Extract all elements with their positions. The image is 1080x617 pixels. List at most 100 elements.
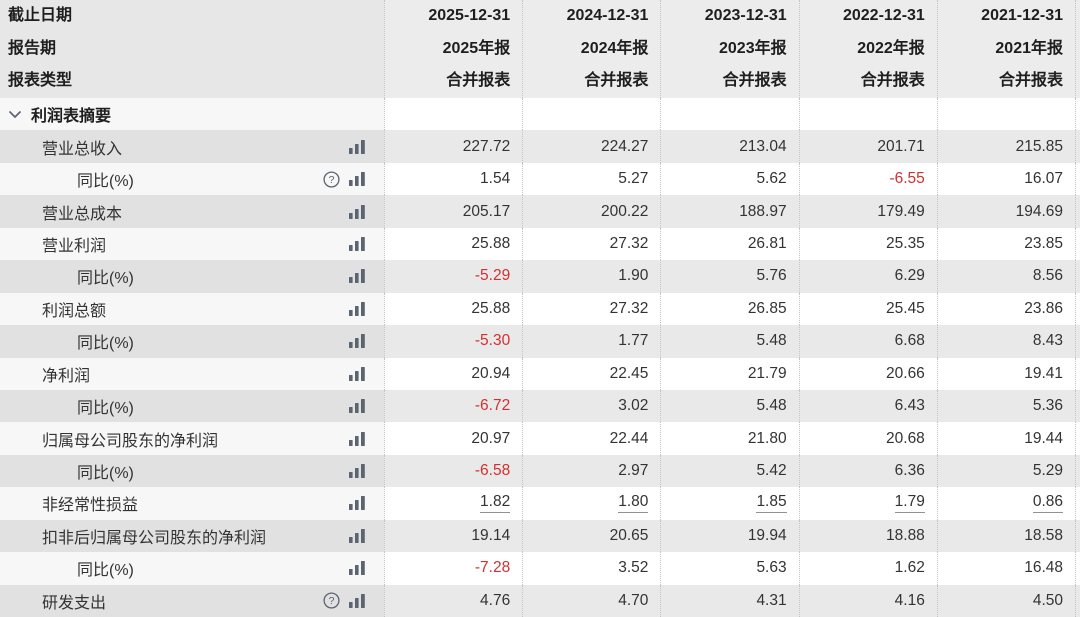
row-icons: [349, 204, 384, 219]
cell-value: 22.44: [609, 429, 649, 447]
value-cell: 20.65: [522, 519, 660, 553]
value-cell: 4.76: [384, 584, 522, 617]
row-label-cell: 归属母公司股东的净利润: [0, 422, 384, 454]
bar-chart-icon[interactable]: [349, 139, 366, 154]
bar-chart-icon[interactable]: [349, 172, 366, 187]
cell-value[interactable]: 1.80: [618, 493, 649, 514]
bar-chart-icon[interactable]: [349, 301, 366, 316]
cell-value: 2.97: [618, 462, 649, 480]
help-icon[interactable]: ?: [323, 592, 340, 609]
right-gutter: [1075, 260, 1080, 293]
cell-value: 194.69: [1015, 202, 1064, 220]
cell-value: 6.36: [894, 462, 925, 480]
header-label-end-date: 截止日期: [8, 7, 73, 24]
row-label-cell: 利润总额: [0, 293, 384, 325]
value-cell: 5.48: [660, 389, 798, 423]
cell-value: 6.29: [894, 267, 925, 285]
row-label: 净利润: [42, 367, 91, 385]
cell-value[interactable]: 1.82: [480, 493, 511, 514]
bar-chart-icon[interactable]: [349, 561, 366, 576]
cell-value[interactable]: 1.79: [894, 493, 925, 514]
cell-value[interactable]: 1.85: [756, 493, 787, 514]
table-row: 营业总收入 227.72 224.27 213.04 201.71 215.85: [0, 130, 1080, 163]
cell-value: 19.41: [1024, 364, 1064, 382]
row-label: 利润总额: [42, 302, 107, 320]
header-label-report-type: 报表类型: [8, 72, 73, 90]
cell-value: 26.81: [747, 234, 787, 252]
cell-value: 5.36: [1032, 397, 1064, 415]
value-cell: -6.58: [384, 454, 522, 488]
value-cell: 215.85: [936, 130, 1075, 163]
cell-value: 1.62: [894, 559, 925, 577]
bar-chart-icon[interactable]: [349, 496, 366, 511]
cell-value: 3.02: [618, 397, 649, 415]
value-cell: 23.86: [936, 292, 1075, 326]
right-gutter: [1075, 292, 1080, 326]
table-row: 研发支出? 4.76 4.70 4.31 4.16 4.50: [0, 584, 1080, 617]
row-icons: ?: [323, 592, 384, 609]
header-end-date: 2023-12-31: [704, 7, 787, 24]
row-label-cell: 研发支出?: [0, 585, 384, 617]
bar-chart-icon[interactable]: [349, 528, 366, 543]
right-gutter: [1075, 389, 1080, 423]
value-cell: 25.35: [798, 227, 937, 261]
value-cell: 25.88: [384, 292, 522, 326]
header-column: 2023-12-31 2023年报 合并报表: [660, 0, 798, 98]
bar-chart-icon[interactable]: [349, 236, 366, 251]
bar-chart-icon[interactable]: [349, 431, 366, 446]
row-icons: [349, 301, 384, 316]
row-label-cell: 扣非后归属母公司股东的净利润: [0, 520, 384, 552]
value-cell: 19.94: [660, 519, 798, 553]
bar-chart-icon[interactable]: [349, 204, 366, 219]
value-cell: 25.45: [798, 292, 937, 326]
bar-chart-icon[interactable]: [349, 269, 366, 284]
value-cell: 6.29: [798, 260, 937, 293]
cell-value: 20.68: [886, 429, 925, 447]
bar-chart-icon[interactable]: [349, 399, 366, 414]
bar-chart-icon[interactable]: [349, 334, 366, 349]
value-cell: 21.79: [660, 357, 798, 390]
cell-value: 227.72: [462, 137, 511, 155]
bar-chart-icon[interactable]: [349, 366, 366, 381]
row-label: 营业利润: [42, 237, 107, 255]
right-gutter: [1075, 227, 1080, 261]
value-cell: 26.81: [660, 227, 798, 261]
bar-chart-icon[interactable]: [349, 464, 366, 479]
cell-value: 205.17: [462, 202, 511, 220]
row-label-cell: 同比(%)?: [0, 163, 384, 195]
cell-value: 18.58: [1024, 526, 1064, 544]
row-label-cell: 营业总收入: [0, 130, 384, 162]
bar-chart-icon[interactable]: [349, 593, 366, 608]
value-cell: [798, 98, 937, 131]
row-icons: [349, 561, 384, 576]
cell-value: -6.72: [474, 397, 511, 415]
value-cell: 205.17: [384, 195, 522, 228]
value-cell: 6.68: [798, 325, 937, 358]
right-gutter: [1075, 357, 1080, 390]
value-cell: 1.82: [384, 487, 522, 520]
cell-value: 19.44: [1024, 429, 1064, 447]
right-gutter: [1075, 98, 1080, 131]
cell-value: 1.90: [618, 267, 649, 285]
right-gutter: [1075, 584, 1080, 617]
value-cell: 6.43: [798, 389, 937, 423]
value-cell: 194.69: [936, 195, 1075, 228]
cell-value: 188.97: [739, 202, 787, 220]
cell-value[interactable]: 0.86: [1032, 493, 1064, 514]
value-cell: 5.29: [936, 454, 1075, 488]
value-cell: 19.41: [936, 357, 1075, 390]
table-row: 同比(%) -5.29 1.90 5.76 6.29 8.56: [0, 260, 1080, 293]
cell-value: 25.88: [471, 234, 511, 252]
svg-text:?: ?: [329, 595, 335, 607]
chevron-down-icon[interactable]: [8, 110, 22, 119]
value-cell: [936, 98, 1075, 131]
row-label-cell: 同比(%): [0, 390, 384, 422]
header-column: 2021-12-31 2021年报 合并报表: [936, 0, 1075, 98]
row-label-cell: 同比(%): [0, 552, 384, 584]
value-cell: -5.30: [384, 325, 522, 358]
help-icon[interactable]: ?: [323, 171, 340, 188]
value-cell: 16.48: [936, 552, 1075, 585]
value-cell: 27.32: [522, 292, 660, 326]
cell-value: 16.48: [1024, 559, 1064, 577]
cell-value: 27.32: [609, 234, 649, 252]
